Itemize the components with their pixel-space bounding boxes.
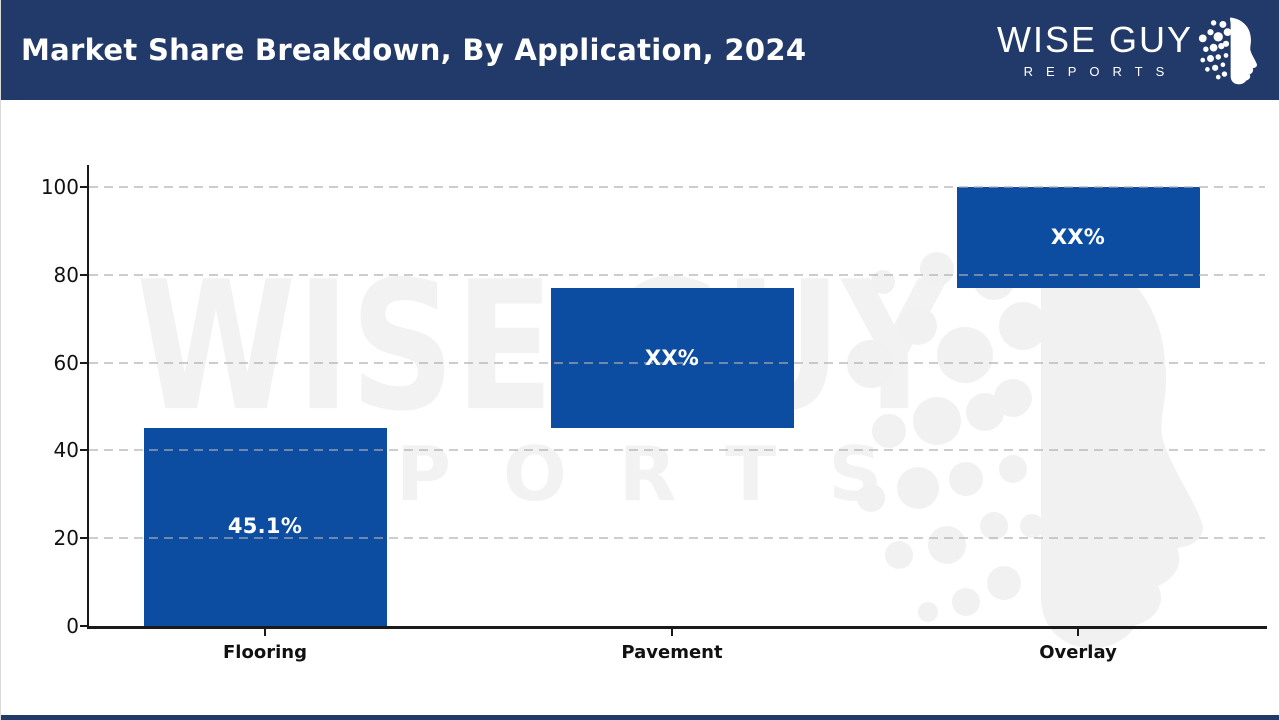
y-axis-tick-label: 100 — [40, 175, 79, 199]
gridline-20 — [89, 537, 1265, 540]
x-axis-line — [87, 626, 1267, 629]
logo-wise-guy-text: WISE GUY — [996, 18, 1193, 60]
y-axis-tick-mark — [80, 273, 89, 276]
bar-pavement — [550, 287, 794, 428]
y-axis-tick-label: 20 — [53, 526, 79, 551]
x-axis-category-label: Pavement — [621, 642, 723, 663]
y-axis-tick-mark — [80, 361, 89, 364]
footer-bar — [1, 715, 1279, 720]
y-axis-tick-mark — [80, 186, 89, 188]
y-axis-tick-mark — [80, 537, 89, 540]
y-axis-tick-label: 60 — [53, 350, 79, 375]
head-profile-logo-icon — [1198, 17, 1257, 85]
x-axis-tick-mark — [264, 629, 266, 636]
x-axis-tick-mark — [1077, 629, 1079, 636]
gridline-60 — [89, 361, 1265, 364]
wise-guy-reports-logo: WISE GUY REPORTS — [997, 10, 1257, 90]
gridline-80 — [89, 273, 1265, 276]
bar-flooring — [143, 428, 387, 626]
y-axis-tick-mark — [80, 625, 89, 627]
y-axis-tick-label: 80 — [53, 262, 79, 287]
y-axis-line — [87, 165, 89, 629]
gridline-100 — [89, 186, 1265, 188]
x-axis-tick-mark — [671, 629, 673, 636]
bar-value-label: 45.1% — [227, 514, 303, 538]
bar-value-label: XX% — [644, 345, 700, 370]
y-axis-tick-label: 40 — [53, 438, 79, 463]
bar-value-label: XX% — [1050, 225, 1106, 249]
header-bar: Market Share Breakdown, By Application, … — [1, 0, 1279, 100]
page-title: Market Share Breakdown, By Application, … — [21, 33, 807, 67]
gridline-40 — [89, 449, 1265, 452]
logo-text: WISE GUY REPORTS — [996, 18, 1193, 79]
x-axis-category-label: Overlay — [1039, 642, 1117, 663]
y-axis-tick-label: 0 — [66, 614, 79, 638]
logo-reports-text: REPORTS — [1023, 63, 1178, 79]
x-axis-category-label: Flooring — [223, 642, 307, 663]
y-axis-tick-mark — [80, 449, 89, 452]
